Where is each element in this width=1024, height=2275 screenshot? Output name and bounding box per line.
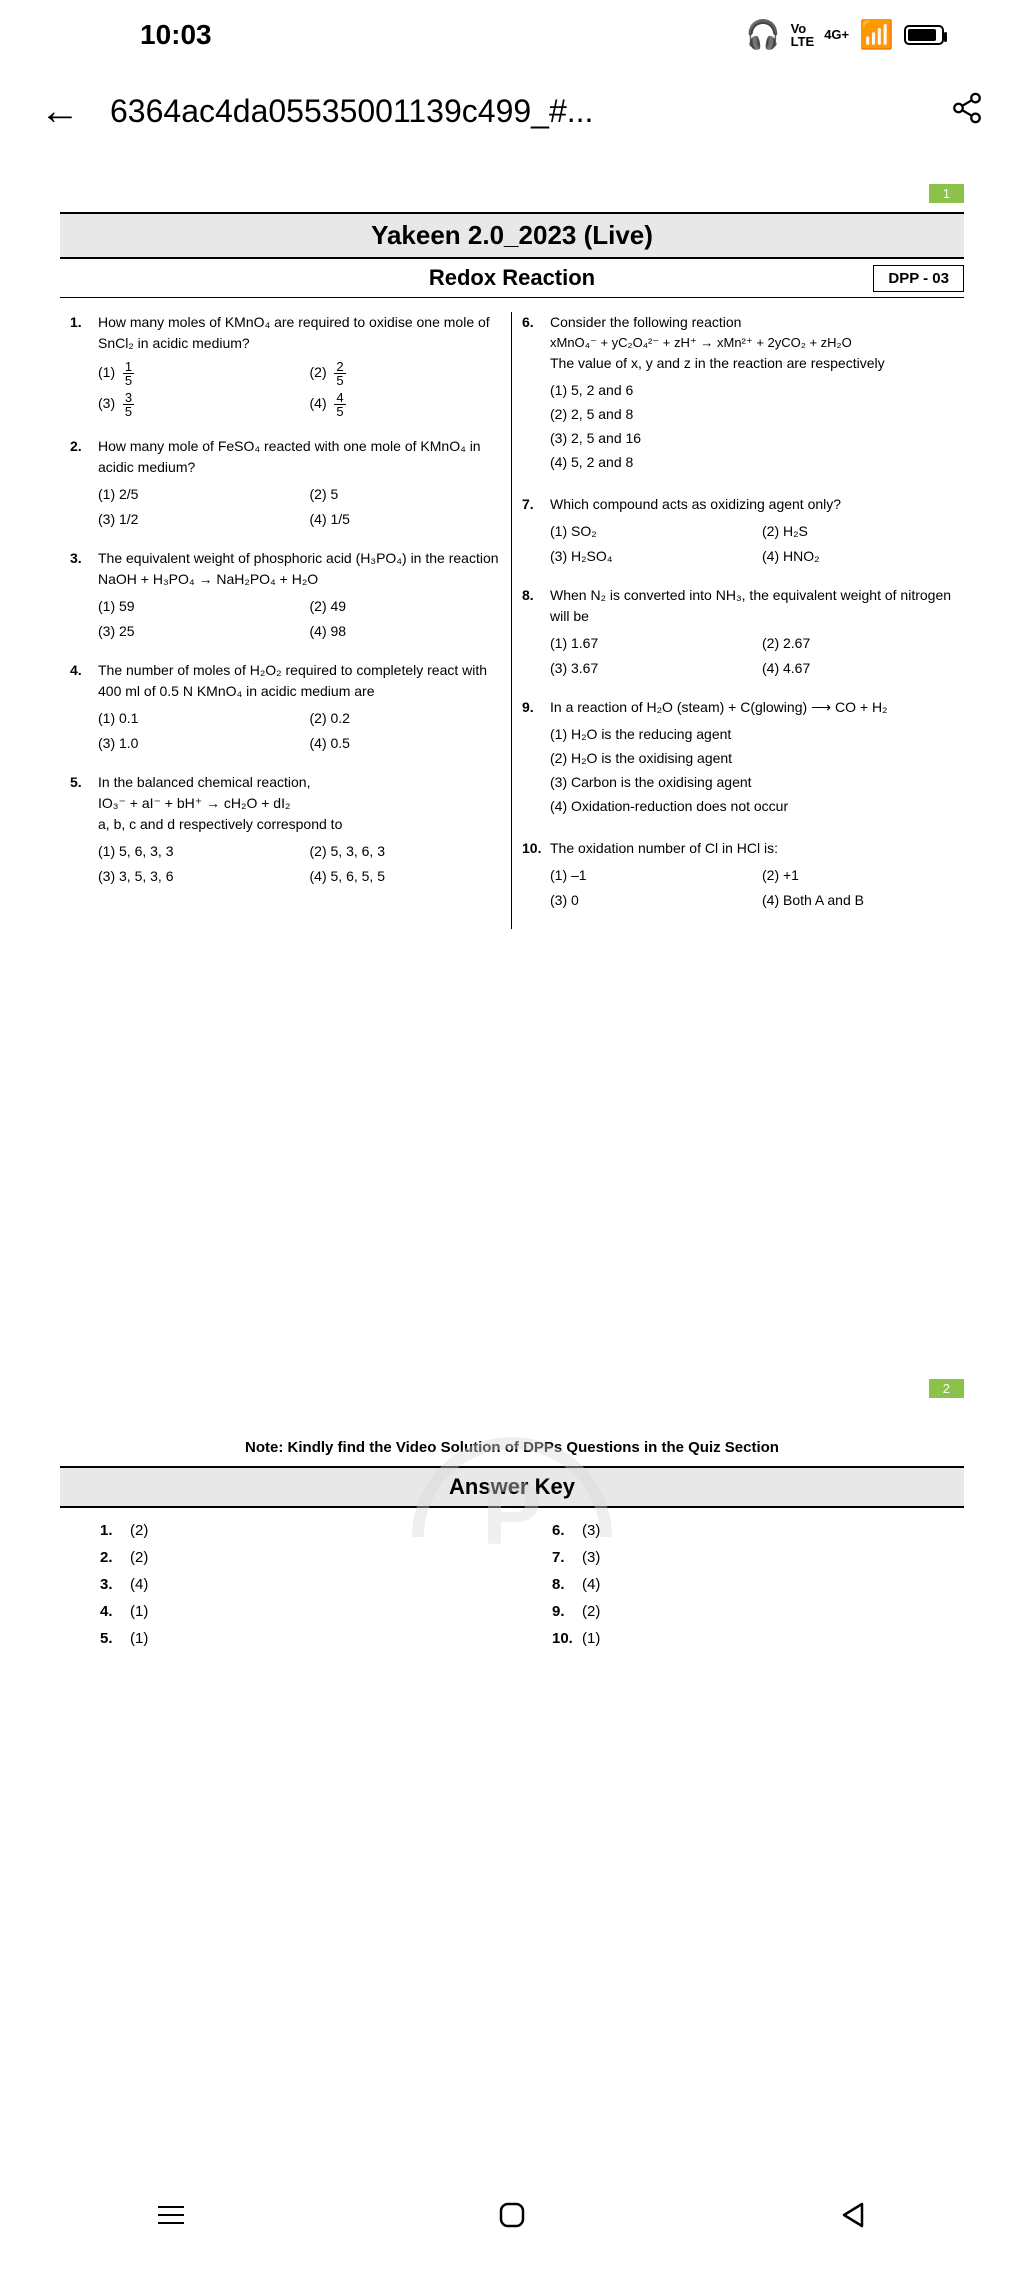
q1-text: How many moles of KMnO₄ are required to … — [98, 312, 501, 354]
q3-opt1: (1) 59 — [98, 596, 290, 617]
q4-opt3: (3) 1.0 — [98, 733, 290, 754]
ans-9: (2) — [582, 1603, 600, 1620]
q8-opt2: (2) 2.67 — [762, 633, 954, 654]
q2-opt4: (4) 1/5 — [310, 509, 502, 530]
q5-opt2: (2) 5, 3, 6, 3 — [310, 841, 502, 862]
q10-opt4: (4) Both A and B — [762, 890, 954, 911]
q4-opt4: (4) 0.5 — [310, 733, 502, 754]
q4-opt2: (2) 0.2 — [310, 708, 502, 729]
q6-opt2: (2) 2, 5 and 8 — [550, 404, 954, 425]
q6-sub: The value of x, y and z in the reaction … — [550, 353, 954, 374]
q5-opt4: (4) 5, 6, 5, 5 — [310, 866, 502, 887]
q10-opt2: (2) +1 — [762, 865, 954, 886]
ans-10: (1) — [582, 1630, 600, 1647]
ans-1: (2) — [130, 1522, 148, 1539]
q6-opt4: (4) 5, 2 and 8 — [550, 452, 954, 473]
back-nav-icon[interactable] — [833, 2195, 873, 2235]
home-icon[interactable] — [492, 2195, 532, 2235]
q8-text: When N₂ is converted into NH₃, the equiv… — [550, 585, 954, 627]
q3-eqn: NaOH + H₃PO₄ → NaH₂PO₄ + H₂O — [98, 569, 501, 590]
q9-opt4: (4) Oxidation-reduction does not occur — [550, 796, 954, 817]
battery-icon — [904, 25, 944, 45]
q7-text: Which compound acts as oxidizing agent o… — [550, 494, 954, 515]
q10-opt3: (3) 0 — [550, 890, 742, 911]
q6-text: Consider the following reaction — [550, 312, 954, 333]
signal-icon: 📶 — [859, 18, 894, 51]
ans-4: (1) — [130, 1603, 148, 1620]
q5-opt3: (3) 3, 5, 3, 6 — [98, 866, 290, 887]
page-number: 1 — [929, 184, 964, 203]
q9-opt2: (2) H₂O is the oxidising agent — [550, 748, 954, 769]
ans-8: (4) — [582, 1576, 600, 1593]
q3-opt3: (3) 25 — [98, 621, 290, 642]
document-page-2: 2 Note: Kindly find the Video Solution o… — [60, 1379, 964, 1657]
q7-opt1: (1) SO₂ — [550, 521, 742, 542]
section-title: Redox Reaction — [429, 265, 595, 291]
q9-opt3: (3) Carbon is the oxidising agent — [550, 772, 954, 793]
q7-opt4: (4) HNO₂ — [762, 546, 954, 567]
share-icon[interactable] — [950, 91, 984, 133]
status-icons: 🎧 VoLTE 4G+ 📶 — [746, 18, 944, 51]
q9-text: In a reaction of H₂O (steam) + C(glowing… — [550, 697, 954, 718]
ans-7: (3) — [582, 1549, 600, 1566]
q3-opt2: (2) 49 — [310, 596, 502, 617]
q1-opt1: (1) 15 — [98, 360, 290, 387]
document-page-1: 1 Yakeen 2.0_2023 (Live) Redox Reaction … — [60, 184, 964, 929]
q5-text: In the balanced chemical reaction, — [98, 772, 501, 793]
q9-opt1: (1) H₂O is the reducing agent — [550, 724, 954, 745]
q1-opt2: (2) 25 — [310, 360, 502, 387]
q4-opt1: (1) 0.1 — [98, 708, 290, 729]
q3-text: The equivalent weight of phosphoric acid… — [98, 548, 501, 569]
nav-bar — [0, 2165, 1024, 2275]
q5-eqn: IO₃⁻ + aI⁻ + bH⁺ → cH₂O + dI₂ — [98, 793, 501, 814]
back-icon[interactable]: ← — [40, 89, 80, 134]
file-title: 6364ac4da05535001139c499_#... — [110, 93, 920, 130]
headphones-icon: 🎧 — [746, 18, 781, 51]
q7-opt3: (3) H₂SO₄ — [550, 546, 742, 567]
page-number-2: 2 — [929, 1379, 964, 1398]
q2-opt3: (3) 1/2 — [98, 509, 290, 530]
dpp-label: DPP - 03 — [873, 265, 964, 292]
q6-opt3: (3) 2, 5 and 16 — [550, 428, 954, 449]
q1-opt4: (4) 45 — [310, 391, 502, 418]
q2-text: How many mole of FeSO₄ reacted with one … — [98, 436, 501, 478]
ans-5: (1) — [130, 1630, 148, 1647]
doc-title: Yakeen 2.0_2023 (Live) — [60, 212, 964, 259]
ans-3: (4) — [130, 1576, 148, 1593]
q8-opt3: (3) 3.67 — [550, 658, 742, 679]
q7-opt2: (2) H₂S — [762, 521, 954, 542]
recent-apps-icon[interactable] — [151, 2195, 191, 2235]
q2-opt2: (2) 5 — [310, 484, 502, 505]
q1-opt3: (3) 35 — [98, 391, 290, 418]
q5-opt1: (1) 5, 6, 3, 3 — [98, 841, 290, 862]
q4-text: The number of moles of H₂O₂ required to … — [98, 660, 501, 702]
q2-opt1: (1) 2/5 — [98, 484, 290, 505]
q8-opt1: (1) 1.67 — [550, 633, 742, 654]
app-header: ← 6364ac4da05535001139c499_#... — [0, 69, 1024, 154]
q10-text: The oxidation number of Cl in HCl is: — [550, 838, 954, 859]
ans-2: (2) — [130, 1549, 148, 1566]
q6-eqn: xMnO₄⁻ + yC₂O₄²⁻ + zH⁺ → xMn²⁺ + 2yCO₂ +… — [550, 333, 954, 353]
q5-sub: a, b, c and d respectively correspond to — [98, 814, 501, 835]
q8-opt4: (4) 4.67 — [762, 658, 954, 679]
q6-opt1: (1) 5, 2 and 6 — [550, 380, 954, 401]
clock: 10:03 — [140, 19, 212, 51]
q10-opt1: (1) –1 — [550, 865, 742, 886]
status-bar: 10:03 🎧 VoLTE 4G+ 📶 — [0, 0, 1024, 69]
q3-opt4: (4) 98 — [310, 621, 502, 642]
